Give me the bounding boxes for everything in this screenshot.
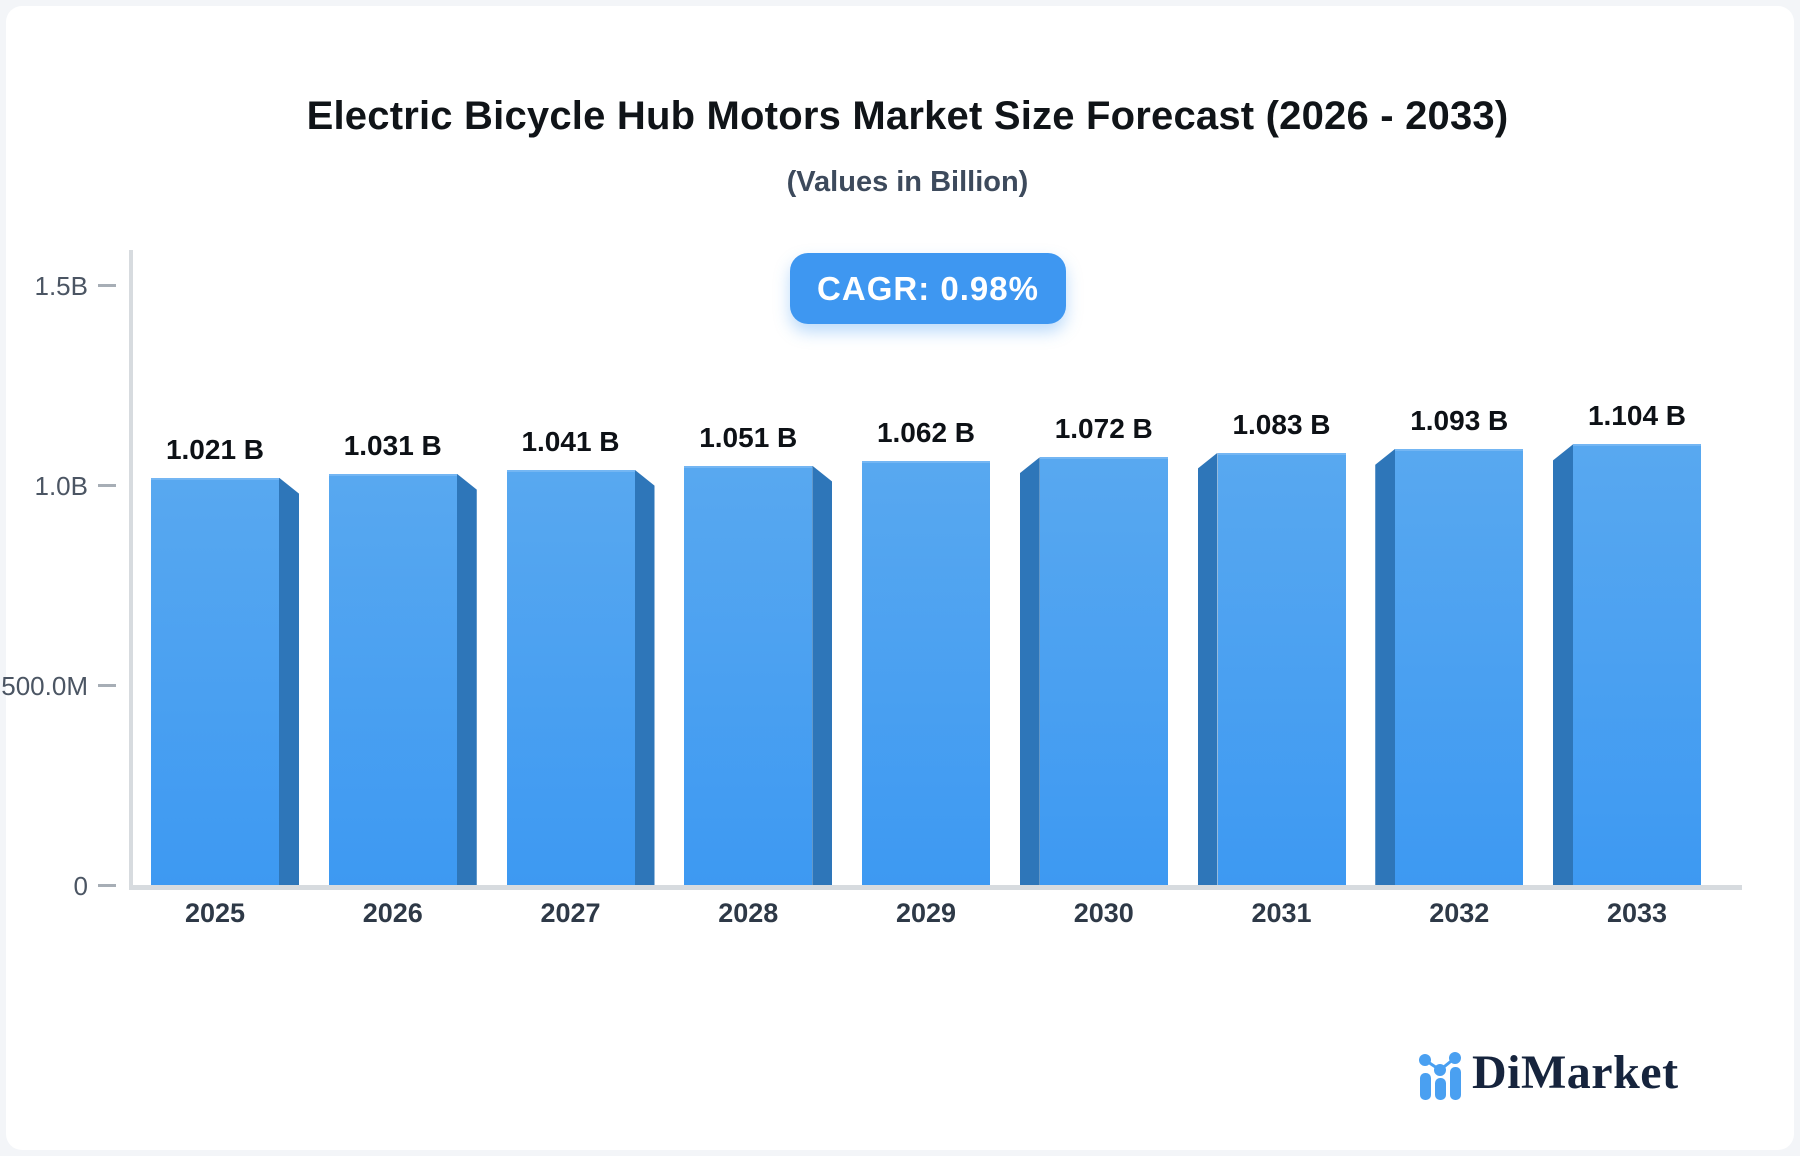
x-axis-label: 2030 [1073, 898, 1134, 928]
bar-value-label: 1.021 B [165, 433, 265, 465]
bar-2033 [1573, 444, 1701, 886]
brand-logo: DiMarket [1418, 1036, 1679, 1108]
chart-subtitle: (Values in Billion) [786, 166, 1029, 198]
bar-2026 [328, 473, 457, 886]
y-tick-mark [98, 284, 116, 287]
bar-side-2028 [812, 465, 833, 886]
x-axis-line [129, 885, 1742, 890]
bar-line-chart-icon [1419, 1052, 1461, 1100]
bar-value-label: 1.051 B [699, 421, 798, 453]
bar-2025 [151, 477, 279, 886]
bar-side-2033 [1553, 444, 1573, 886]
x-axis-label: 2026 [362, 898, 423, 928]
bar-value-label: 1.062 B [876, 417, 976, 449]
x-axis-label: 2029 [895, 898, 957, 928]
bar-2031 [1217, 452, 1346, 886]
bar-side-2025 [279, 477, 299, 886]
bar-2029 [862, 461, 990, 886]
bar-value-label: 1.083 B [1232, 408, 1331, 440]
y-tick-label: 1.0B [34, 471, 89, 501]
chart-title: Electric Bicycle Hub Motors Market Size … [306, 94, 1509, 138]
bar-side-2026 [456, 473, 477, 886]
bar-2028 [684, 465, 813, 886]
bar-value-label: 1.104 B [1587, 400, 1687, 432]
brand-name: DiMarket [1472, 1045, 1679, 1099]
bar-2027 [506, 469, 635, 886]
bar-value-label: 1.041 B [521, 425, 620, 457]
y-tick-label: 500.0M [1, 671, 88, 701]
x-axis-label: 2027 [540, 898, 601, 928]
bar-2030 [1039, 457, 1168, 886]
bar-2032 [1395, 448, 1524, 886]
bar-value-label: 1.031 B [343, 429, 442, 461]
bar-side-2027 [634, 469, 655, 886]
y-tick-label: 1.5B [34, 271, 89, 301]
x-axis-label: 2028 [718, 898, 779, 928]
bar-value-label: 1.072 B [1054, 413, 1153, 445]
bar-value-label: 1.093 B [1410, 404, 1509, 436]
y-axis-line [129, 250, 133, 888]
y-tick-mark [98, 484, 116, 487]
bar-side-2031 [1197, 452, 1218, 886]
x-axis-label: 2025 [184, 898, 246, 928]
y-tick-label: 0 [73, 871, 88, 901]
cagr-badge: CAGR: 0.98% [790, 253, 1066, 324]
bar-side-2030 [1019, 457, 1040, 886]
bar-side-2032 [1375, 448, 1396, 886]
y-tick-mark [98, 684, 116, 687]
x-axis-label: 2033 [1606, 898, 1668, 928]
x-axis-label: 2031 [1251, 898, 1312, 928]
y-tick-mark [98, 884, 116, 887]
x-axis-label: 2032 [1429, 898, 1490, 928]
